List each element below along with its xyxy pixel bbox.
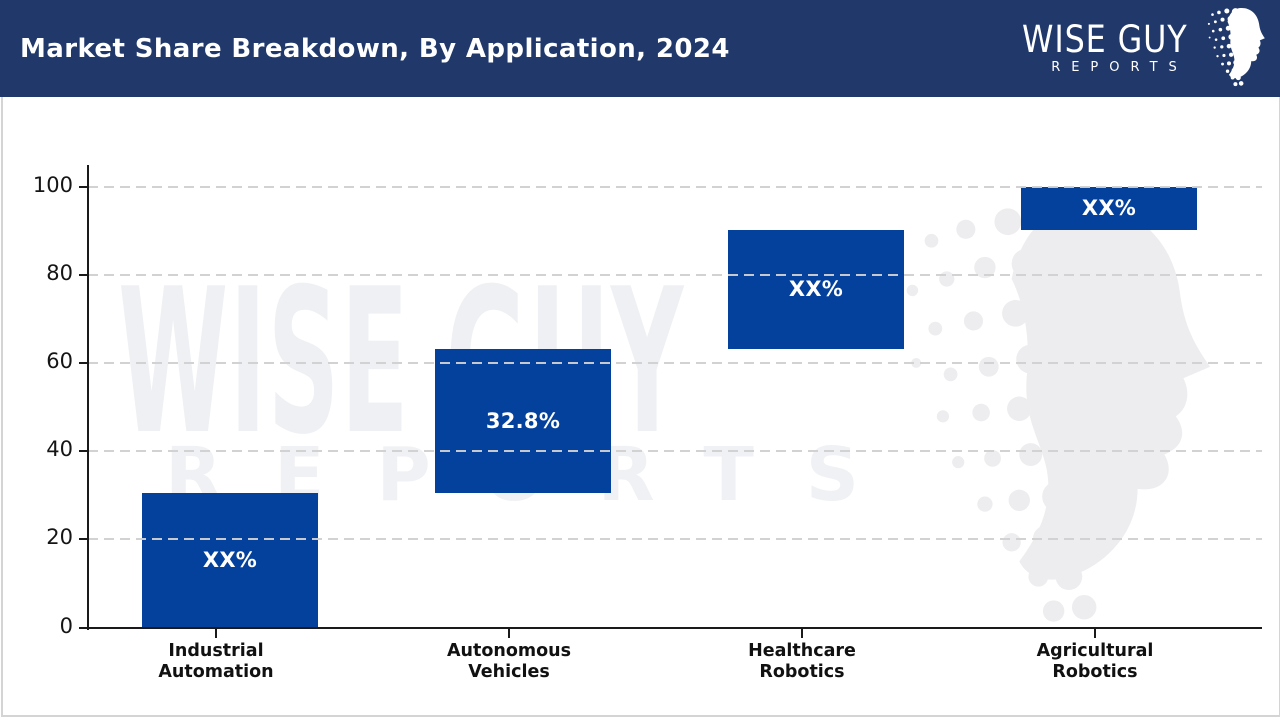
y-tick-mark [79, 450, 88, 453]
x-category-label-line: Healthcare [748, 640, 856, 661]
x-category-label-line: Robotics [759, 661, 845, 682]
bar-value-label: XX% [202, 548, 258, 573]
bar-segment-4: XX% [1021, 187, 1197, 230]
header-bar: Market Share Breakdown, By Application, … [0, 0, 1280, 97]
x-axis-line [87, 626, 1262, 629]
bar-value-label: XX% [788, 277, 844, 302]
x-category-label-line: Vehicles [468, 661, 550, 682]
bar-segment-1: XX% [142, 493, 318, 628]
x-category-label-line: Agricultural [1036, 640, 1154, 661]
y-tick-mark [79, 538, 88, 541]
x-tick-mark [1094, 628, 1096, 638]
dotted-head-logo-icon [1207, 7, 1265, 87]
bar-value-label: 32.8% [485, 408, 561, 433]
y-tick-label: 100 [32, 173, 73, 198]
gridline-y-80 [88, 274, 1262, 277]
watermark-head-icon [906, 205, 1211, 622]
x-category-label-line: Robotics [1052, 661, 1138, 682]
bar-segment-3: XX% [728, 229, 904, 349]
x-category-label: Healthcare Robotics [682, 641, 922, 684]
wise-guy-reports-logo: WISE GUY REPORTS [1022, 4, 1272, 94]
x-category-label: Autonomous Vehicles [389, 641, 629, 684]
x-tick-mark [508, 628, 510, 638]
y-tick-label: 80 [46, 261, 73, 286]
y-axis-line [87, 165, 89, 630]
x-category-label: Industrial Automation [96, 641, 336, 684]
y-tick-mark [79, 274, 88, 277]
y-tick-label: 20 [46, 525, 73, 550]
y-tick-label: 0 [59, 613, 73, 638]
x-tick-mark [215, 628, 217, 638]
gridline-y-40 [88, 450, 1262, 453]
x-category-label-line: Automation [158, 661, 274, 682]
logo-wordmark: WISE GUY [1022, 18, 1188, 61]
gridline-y-100 [88, 186, 1262, 189]
x-tick-mark [801, 628, 803, 638]
gridline-y-20 [88, 538, 1262, 541]
x-category-label: Agricultural Robotics [975, 641, 1215, 684]
y-tick-label: 40 [46, 437, 73, 462]
y-tick-mark [79, 626, 88, 629]
bar-value-label: XX% [1081, 196, 1137, 221]
x-category-label-line: Industrial [168, 640, 264, 661]
page-title: Market Share Breakdown, By Application, … [20, 33, 730, 64]
gridline-y-60 [88, 362, 1262, 365]
bar-segment-2: 32.8% [435, 348, 611, 494]
x-category-label-line: Autonomous [446, 640, 571, 661]
logo-subtitle: REPORTS [1051, 60, 1188, 75]
y-tick-mark [79, 362, 88, 365]
y-tick-label: 60 [46, 349, 73, 374]
y-tick-mark [79, 186, 88, 189]
